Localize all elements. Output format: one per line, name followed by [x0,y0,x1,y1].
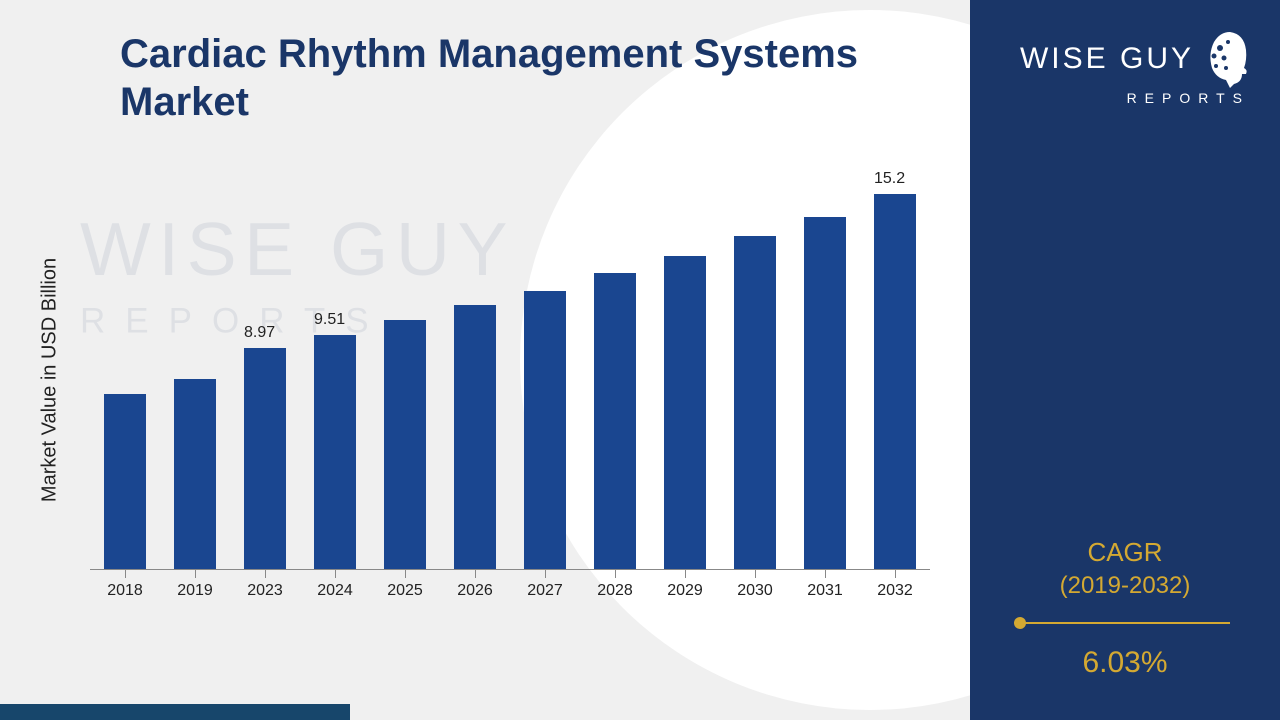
bar [384,320,426,569]
bar: 15.2 [874,194,916,569]
bar [524,291,566,570]
x-tick: 2023 [230,570,300,610]
bar: 8.97 [244,348,286,569]
cagr-range: (2019-2032) [970,572,1280,600]
bar: 9.51 [314,335,356,569]
x-tick: 2029 [650,570,720,610]
bar [174,379,216,569]
x-tick: 2030 [720,570,790,610]
x-tick: 2019 [160,570,230,610]
brand-logo: WISE GUY REPORTS [1020,30,1250,106]
bars-container: 8.97 9.51 15.2 [90,150,930,569]
bar-slot: 15.2 [860,150,930,569]
x-tick: 2028 [580,570,650,610]
x-tick: 2031 [790,570,860,610]
plot-area: 8.97 9.51 15.2 [90,150,930,570]
bar [594,273,636,569]
bar-chart: Market Value in USD Billion 8.979.5115.2… [60,150,930,610]
logo-line1: WISE GUY [1020,42,1194,76]
bar [454,305,496,569]
bar-slot [790,150,860,569]
cagr-value: 6.03% [970,646,1280,680]
bar [804,217,846,569]
bar [734,236,776,569]
cagr-label: CAGR [970,537,1280,568]
x-tick: 2032 [860,570,930,610]
y-axis-label: Market Value in USD Billion [39,258,62,502]
infographic-canvas: WISE GUY REPORTS Cardiac Rhythm Manageme… [0,0,1280,720]
bar-slot [90,150,160,569]
bar-slot [720,150,790,569]
x-tick: 2025 [370,570,440,610]
bar-slot [440,150,510,569]
cagr-divider [1020,622,1230,624]
cagr-block: CAGR (2019-2032) 6.03% [970,537,1280,680]
bar-slot: 9.51 [300,150,370,569]
x-tick: 2026 [440,570,510,610]
chart-title: Cardiac Rhythm Management Systems Market [120,30,880,126]
bar-value-label: 15.2 [874,170,905,188]
bar-value-label: 9.51 [314,311,345,329]
x-tick: 2027 [510,570,580,610]
bar-slot [510,150,580,569]
bar-slot [160,150,230,569]
bar-slot: 8.97 [230,150,300,569]
x-axis: 2018201920232024202520262027202820292030… [90,570,930,610]
bottom-accent-bar [0,704,350,720]
bar [664,256,706,569]
bar-slot [650,150,720,569]
x-tick: 2024 [300,570,370,610]
bar-slot [580,150,650,569]
bar-value-label: 8.97 [244,324,275,342]
x-tick: 2018 [90,570,160,610]
bar-slot [370,150,440,569]
logo-line2: REPORTS [1020,90,1250,106]
head-profile-icon [1200,30,1250,88]
bar [104,394,146,569]
